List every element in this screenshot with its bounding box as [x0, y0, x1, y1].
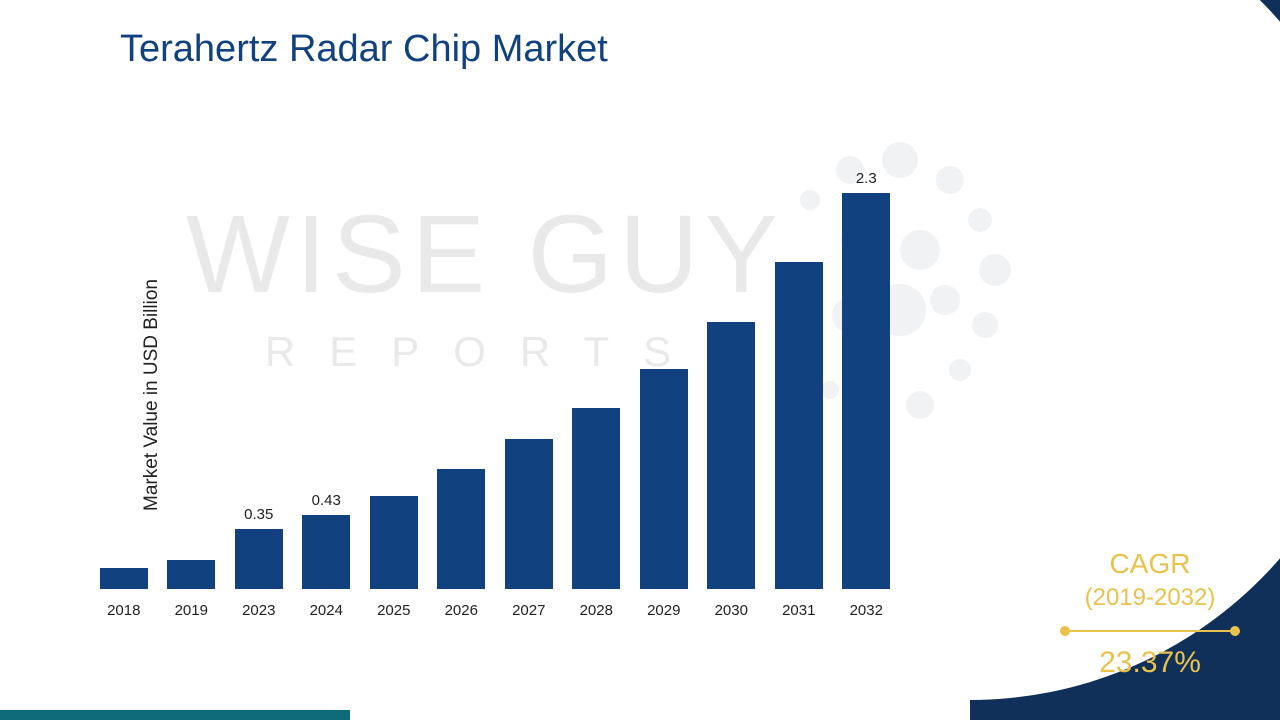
x-tick-label: 2024 — [293, 594, 361, 630]
cagr-range: (2019-2032) — [1020, 584, 1280, 612]
cagr-block: CAGR (2019-2032) 23.37% — [1020, 548, 1280, 680]
bar-chart: Market Value in USD Billion 0.350.432.3 … — [90, 160, 900, 630]
x-tick-label: 2018 — [90, 594, 158, 630]
bar — [302, 515, 350, 589]
cagr-title: CAGR — [1020, 548, 1280, 580]
bar-slot — [360, 159, 428, 589]
x-tick-label: 2019 — [158, 594, 226, 630]
bar-slot — [698, 159, 766, 589]
bar — [505, 439, 553, 589]
x-tick-label: 2027 — [495, 594, 563, 630]
brand-logo: WISE GUY REPORTS — [1079, 18, 1255, 75]
cagr-value: 23.37% — [1020, 646, 1280, 680]
logo-main-text: WISE GUY — [1079, 18, 1255, 55]
cagr-divider — [1065, 630, 1235, 632]
chart-title: Terahertz Radar Chip Market — [120, 28, 608, 71]
bar — [572, 408, 620, 589]
x-tick-label: 2031 — [765, 594, 833, 630]
bar — [235, 529, 283, 589]
bar-slot — [630, 159, 698, 589]
bar-slot — [563, 159, 631, 589]
bar — [707, 322, 755, 589]
bar — [100, 568, 148, 589]
x-ticks: 2018201920232024202520262027202820292030… — [90, 594, 900, 630]
bar — [640, 369, 688, 589]
bar-slot: 2.3 — [833, 159, 901, 589]
x-tick-label: 2023 — [225, 594, 293, 630]
x-tick-label: 2032 — [833, 594, 901, 630]
x-tick-label: 2029 — [630, 594, 698, 630]
bar-slot — [765, 159, 833, 589]
bar-slot — [495, 159, 563, 589]
bar-slot: 0.35 — [225, 159, 293, 589]
bar-slot — [158, 159, 226, 589]
bar-slot: 0.43 — [293, 159, 361, 589]
bar-value-label: 2.3 — [856, 170, 877, 187]
logo-head-icon — [980, 10, 1050, 100]
bar-slot — [90, 159, 158, 589]
x-tick-label: 2028 — [563, 594, 631, 630]
bar — [775, 262, 823, 589]
plot-area: 0.35 0.43 2.3 — [90, 160, 900, 590]
bar — [370, 496, 418, 589]
bar — [167, 560, 215, 589]
logo-sub-text: REPORTS — [1079, 59, 1255, 75]
accent-bar — [0, 710, 350, 720]
x-tick-label: 2025 — [360, 594, 428, 630]
bar-value-label: 0.43 — [312, 492, 341, 509]
bars-container: 0.35 0.43 2.3 — [90, 159, 900, 589]
bar — [842, 193, 890, 589]
bar-value-label: 0.35 — [244, 506, 273, 523]
x-tick-label: 2030 — [698, 594, 766, 630]
bar-slot — [428, 159, 496, 589]
bar — [437, 469, 485, 589]
x-tick-label: 2026 — [428, 594, 496, 630]
